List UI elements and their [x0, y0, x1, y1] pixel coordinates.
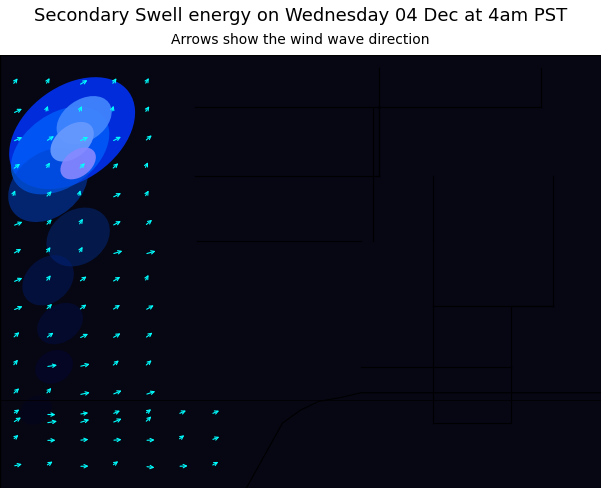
Ellipse shape: [11, 107, 109, 195]
Ellipse shape: [35, 350, 73, 384]
Ellipse shape: [8, 149, 88, 223]
Ellipse shape: [37, 304, 83, 345]
Ellipse shape: [9, 78, 135, 190]
Ellipse shape: [61, 148, 96, 180]
Ellipse shape: [56, 97, 112, 145]
Ellipse shape: [46, 208, 110, 267]
Text: Secondary Swell energy on Wednesday 04 Dec at 4am PST: Secondary Swell energy on Wednesday 04 D…: [34, 7, 567, 25]
Polygon shape: [185, 56, 601, 488]
Ellipse shape: [20, 396, 52, 425]
Ellipse shape: [22, 256, 74, 306]
Ellipse shape: [50, 122, 94, 163]
Text: Arrows show the wind wave direction: Arrows show the wind wave direction: [171, 33, 430, 47]
